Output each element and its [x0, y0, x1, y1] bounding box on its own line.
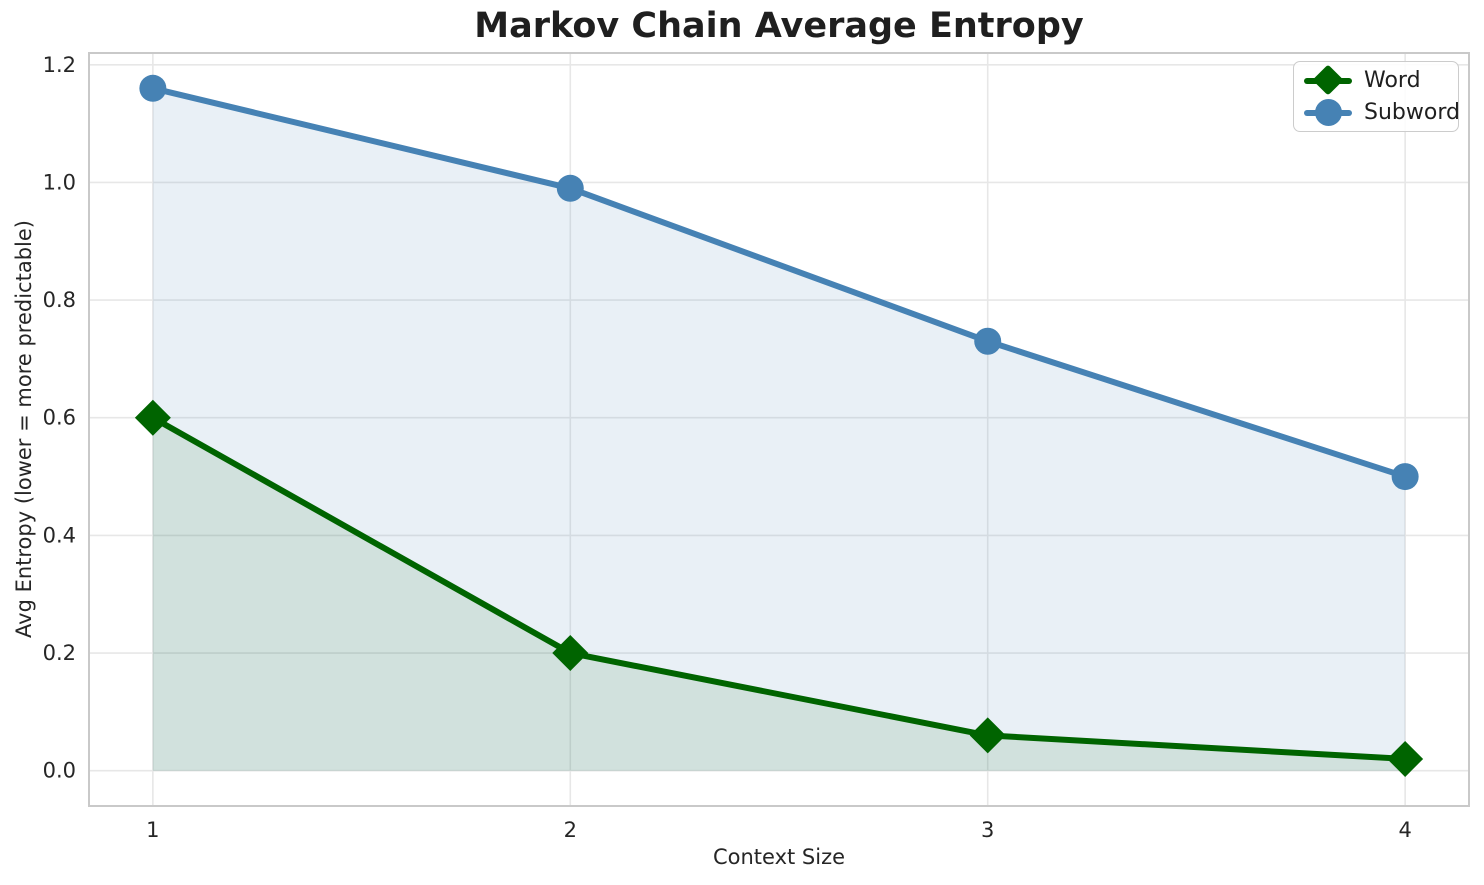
area-fill-subword — [152, 88, 1406, 771]
subword-circle-icon — [1304, 98, 1352, 127]
legend-item-word: Word — [1304, 64, 1454, 96]
area-fill-word — [152, 417, 1406, 771]
y-tick-label: 0.4 — [43, 523, 76, 547]
marker-circle-subword — [139, 74, 167, 102]
series-line-word — [149, 414, 1409, 762]
marker-diamond-word — [969, 717, 1006, 754]
legend-label-word: Word — [1364, 68, 1421, 93]
marker-circle-subword — [974, 327, 1002, 355]
word-legend-diamond — [1312, 64, 1344, 96]
legend-label-subword: Subword — [1364, 100, 1460, 125]
x-tick-label: 1 — [146, 818, 159, 842]
marker-circle-subword — [556, 174, 584, 202]
marker-diamond-word — [134, 399, 171, 436]
series-line-subword — [149, 85, 1409, 480]
x-axis-label: Context Size — [712, 845, 846, 869]
y-tick-label: 0.2 — [43, 641, 76, 665]
x-tick-label: 4 — [1398, 818, 1411, 842]
y-tick-label: 1.2 — [43, 53, 76, 77]
marker-diamond-word — [1387, 740, 1424, 777]
x-tick-label: 2 — [564, 818, 577, 842]
chart-title: Markov Chain Average Entropy — [474, 6, 1084, 46]
y-tick-label: 0.8 — [43, 288, 76, 312]
plot-border — [88, 52, 1470, 807]
y-tick-label: 0.6 — [43, 406, 76, 430]
x-tick-label: 3 — [981, 818, 994, 842]
word-diamond-icon — [1304, 64, 1352, 96]
legend-item-subword: Subword — [1304, 98, 1460, 127]
y-tick-label: 1.0 — [43, 170, 76, 194]
y-tick-label: 0.0 — [43, 759, 76, 783]
marker-diamond-word — [552, 635, 589, 672]
marker-circle-subword — [1391, 463, 1419, 491]
legend: Word Subword — [1293, 61, 1460, 132]
subword-legend-circle — [1315, 99, 1342, 126]
